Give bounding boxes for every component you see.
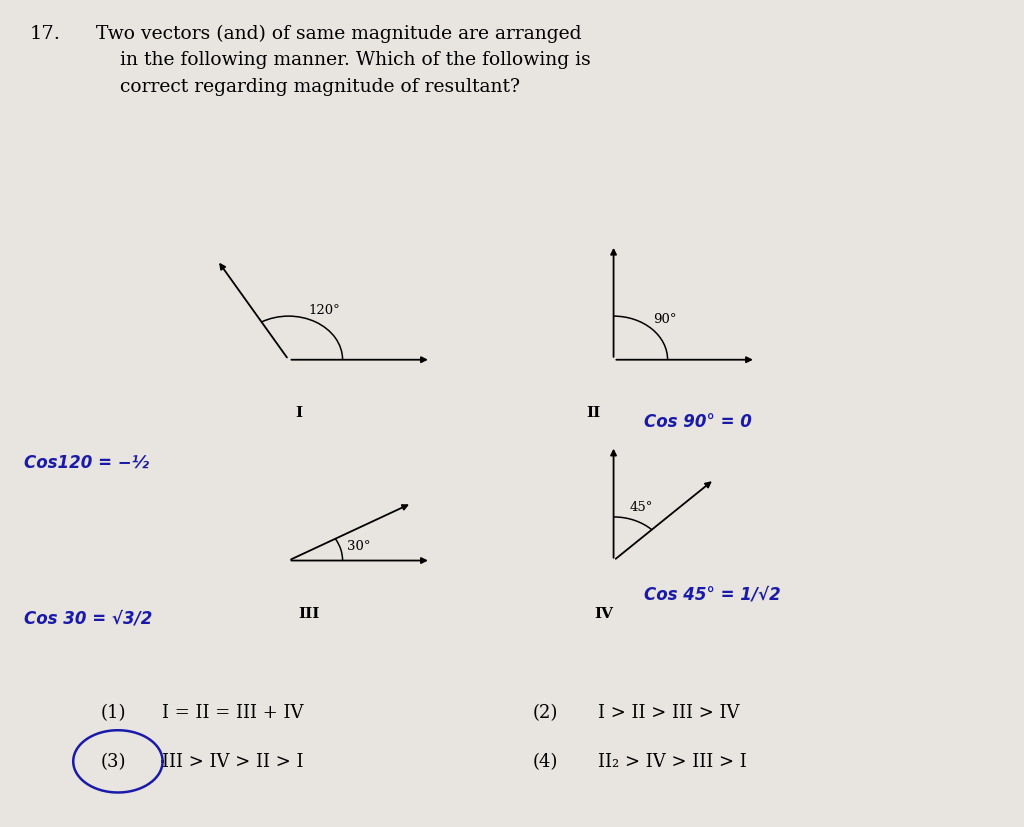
Text: (3): (3)	[100, 753, 126, 771]
Text: Cos120 = −½: Cos120 = −½	[25, 454, 150, 471]
Text: I > II > III > IV: I > II > III > IV	[598, 703, 739, 721]
Text: 30°: 30°	[347, 539, 370, 552]
Text: II₂ > IV > III > I: II₂ > IV > III > I	[598, 753, 748, 771]
Text: I = II = III + IV: I = II = III + IV	[162, 703, 303, 721]
Text: I: I	[295, 405, 302, 419]
Text: 17.: 17.	[30, 25, 60, 43]
Text: IV: IV	[594, 606, 613, 620]
Text: Cos 90° = 0: Cos 90° = 0	[644, 413, 752, 431]
Text: 45°: 45°	[630, 500, 653, 514]
Text: (1): (1)	[100, 703, 126, 721]
Text: III > IV > II > I: III > IV > II > I	[162, 753, 303, 771]
Text: 90°: 90°	[653, 313, 677, 326]
Text: II: II	[586, 405, 600, 419]
Text: III: III	[298, 606, 319, 620]
Text: Cos 30 = √3/2: Cos 30 = √3/2	[25, 609, 153, 627]
Text: Two vectors (and) of same magnitude are arranged
    in the following manner. Wh: Two vectors (and) of same magnitude are …	[95, 25, 590, 96]
Text: 120°: 120°	[309, 304, 341, 316]
Text: (4): (4)	[532, 753, 558, 771]
Text: (2): (2)	[532, 703, 558, 721]
Text: Cos 45° = 1/√2: Cos 45° = 1/√2	[644, 585, 780, 603]
